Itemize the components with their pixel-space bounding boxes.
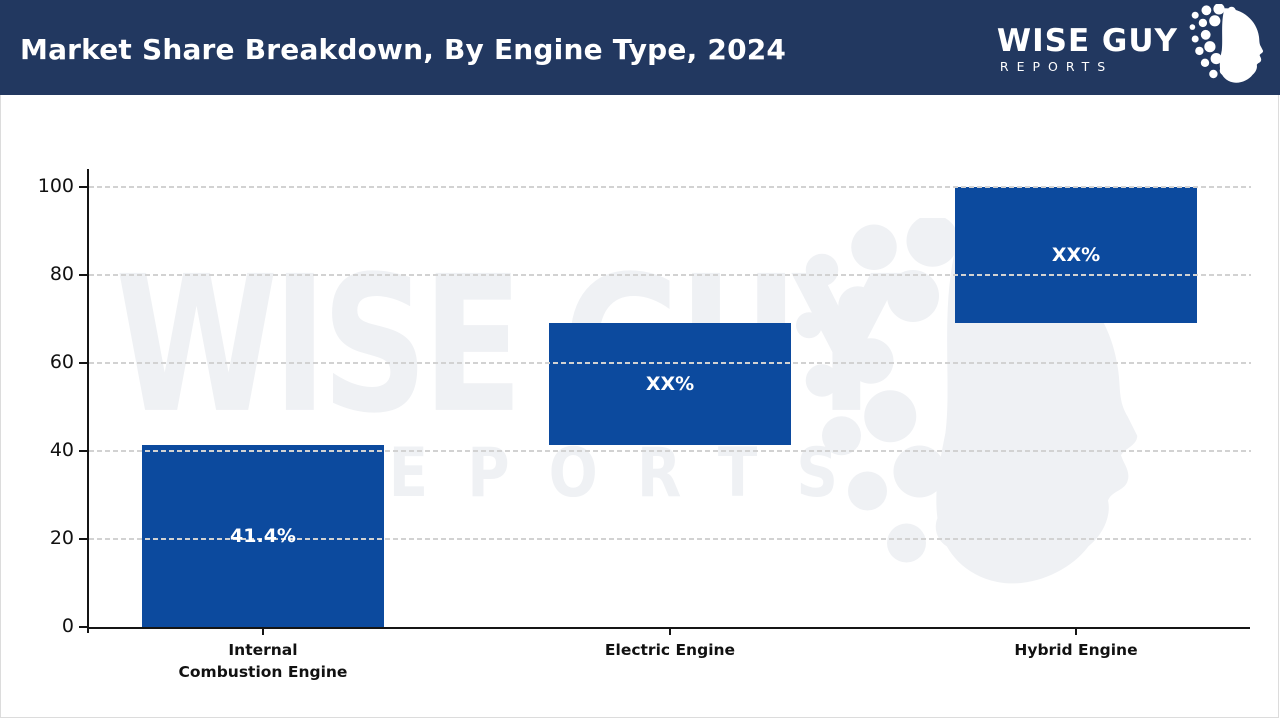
ytick-mark <box>79 362 87 364</box>
wiseguy-face-logo-icon <box>1182 4 1270 88</box>
ytick-label: 0 <box>61 615 74 637</box>
gridline <box>89 538 1251 540</box>
bar-value-label: XX% <box>645 373 695 396</box>
gridline <box>89 450 1251 452</box>
ytick-mark <box>79 274 87 276</box>
xtick-mark <box>1075 629 1077 635</box>
page-title: Market Share Breakdown, By Engine Type, … <box>20 33 787 66</box>
ytick-label: 60 <box>49 351 74 373</box>
bar: 41.4% <box>142 444 384 627</box>
bar-value-label: XX% <box>1051 244 1101 267</box>
ytick-label: 20 <box>49 527 74 549</box>
logo-wiseguy-text: WISE GUY <box>996 23 1178 60</box>
bar: XX% <box>549 323 791 445</box>
x-category-label: Electric Engine <box>604 641 736 659</box>
xtick-mark <box>669 629 671 635</box>
ytick-mark <box>79 186 87 188</box>
header: Market Share Breakdown, By Engine Type, … <box>0 0 1280 95</box>
y-axis-line <box>87 169 89 633</box>
ytick-label: 40 <box>49 439 74 461</box>
ytick-label: 80 <box>49 263 74 285</box>
bar-value-label: 41.4% <box>230 524 296 547</box>
ytick-mark <box>79 538 87 540</box>
x-axis-line <box>87 627 1250 629</box>
logo-text-block: WISE GUY REPORTS <box>997 26 1178 74</box>
gridline <box>89 186 1251 188</box>
wiseguy-logo: WISE GUY REPORTS <box>997 4 1270 88</box>
xtick-mark <box>262 629 264 635</box>
ytick-label: 100 <box>37 175 74 197</box>
gridline <box>89 362 1251 364</box>
x-category-label: Hybrid Engine <box>1014 641 1138 659</box>
x-category-label: Internal Combustion Engine <box>178 641 348 681</box>
logo-reports-text: REPORTS <box>999 59 1114 75</box>
gridline <box>89 274 1251 276</box>
ytick-mark <box>79 450 87 452</box>
ytick-mark <box>79 626 87 628</box>
bar: XX% <box>955 187 1197 324</box>
